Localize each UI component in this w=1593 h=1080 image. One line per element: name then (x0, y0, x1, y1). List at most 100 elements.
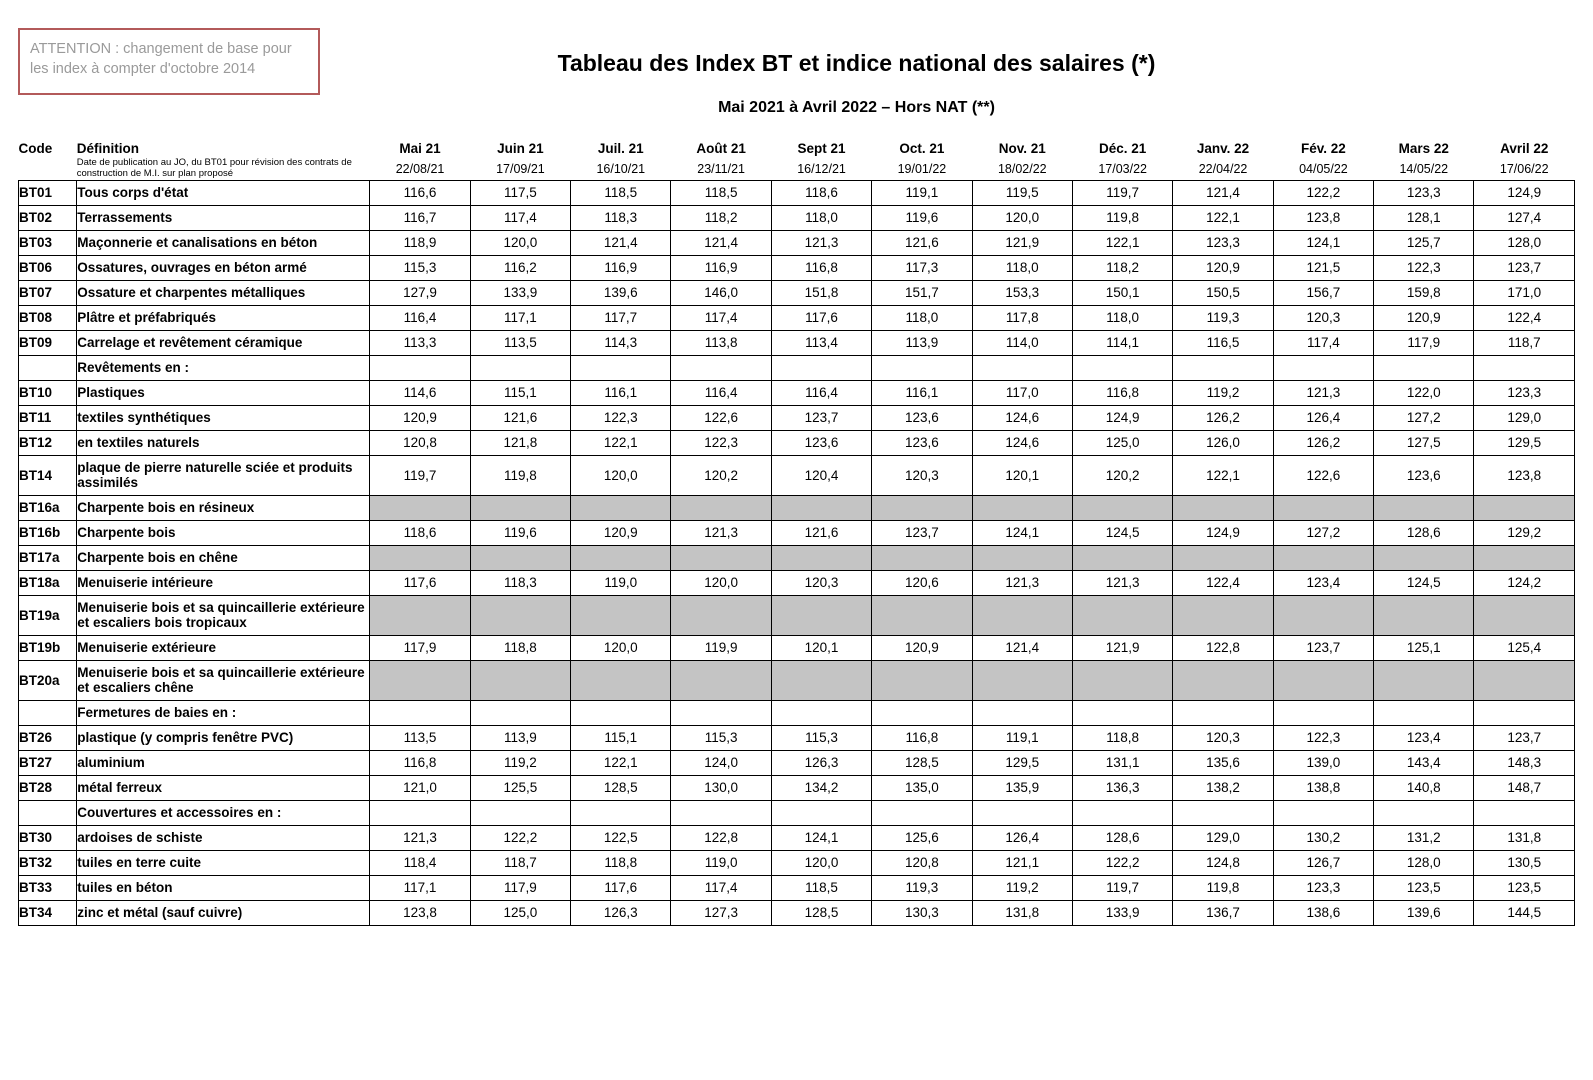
cell-value (370, 800, 470, 825)
cell-code: BT06 (19, 255, 77, 280)
cell-value: 120,8 (872, 850, 972, 875)
cell-value: 117,8 (972, 305, 1072, 330)
table-row: BT14plaque de pierre naturelle sciée et … (19, 455, 1575, 495)
cell-value: 117,4 (671, 305, 771, 330)
cell-value: 140,8 (1374, 775, 1474, 800)
cell-definition: ardoises de schiste (77, 825, 370, 850)
cell-value: 119,8 (470, 455, 570, 495)
cell-value: 118,0 (771, 205, 871, 230)
cell-value: 122,1 (571, 430, 671, 455)
cell-code: BT11 (19, 405, 77, 430)
cell-value: 120,1 (972, 455, 1072, 495)
cell-value: 120,3 (872, 455, 972, 495)
cell-value: 144,5 (1474, 900, 1575, 925)
cell-value: 119,8 (1072, 205, 1172, 230)
cell-value: 120,2 (671, 455, 771, 495)
cell-value (1173, 800, 1273, 825)
cell-value: 128,0 (1374, 850, 1474, 875)
cell-value: 113,8 (671, 330, 771, 355)
cell-value (771, 355, 871, 380)
cell-value: 116,9 (671, 255, 771, 280)
cell-value: 116,8 (771, 255, 871, 280)
table-row: BT16bCharpente bois118,6119,6120,9121,31… (19, 520, 1575, 545)
header-month-label: Mars 22 (1399, 141, 1449, 156)
cell-value: 128,6 (1072, 825, 1172, 850)
cell-value (370, 700, 470, 725)
cell-value (571, 355, 671, 380)
table-header-row: Code Définition Date de publication au J… (19, 141, 1575, 180)
cell-value: 123,6 (1374, 455, 1474, 495)
cell-value: 118,6 (370, 520, 470, 545)
cell-value: 122,4 (1173, 570, 1273, 595)
cell-value: 117,5 (470, 180, 570, 205)
cell-value: 113,5 (370, 725, 470, 750)
cell-value: 118,5 (671, 180, 771, 205)
cell-value: 114,6 (370, 380, 470, 405)
cell-value: 130,3 (872, 900, 972, 925)
cell-value: 119,6 (872, 205, 972, 230)
cell-value (571, 545, 671, 570)
cell-definition: aluminium (77, 750, 370, 775)
cell-value: 116,4 (370, 305, 470, 330)
table-row: BT07Ossature et charpentes métalliques12… (19, 280, 1575, 305)
cell-value: 127,5 (1374, 430, 1474, 455)
cell-value: 129,5 (972, 750, 1072, 775)
cell-value: 114,1 (1072, 330, 1172, 355)
cell-value (671, 800, 771, 825)
cell-value: 123,8 (370, 900, 470, 925)
cell-value: 113,9 (872, 330, 972, 355)
header-month: Août 2123/11/21 (671, 141, 771, 180)
cell-value: 151,7 (872, 280, 972, 305)
cell-value: 148,7 (1474, 775, 1575, 800)
cell-definition: Ossatures, ouvrages en béton armé (77, 255, 370, 280)
header-month: Juil. 2116/10/21 (571, 141, 671, 180)
cell-value: 121,3 (671, 520, 771, 545)
cell-value (972, 660, 1072, 700)
cell-value (872, 700, 972, 725)
header-month-date: 18/02/22 (972, 156, 1072, 176)
table-row: BT19aMenuiserie bois et sa quincaillerie… (19, 595, 1575, 635)
cell-value: 123,3 (1173, 230, 1273, 255)
cell-value: 119,0 (671, 850, 771, 875)
cell-value: 123,6 (771, 430, 871, 455)
cell-code: BT34 (19, 900, 77, 925)
cell-value: 118,4 (370, 850, 470, 875)
cell-value: 122,3 (1374, 255, 1474, 280)
cell-value: 113,4 (771, 330, 871, 355)
cell-definition: Couvertures et accessoires en : (77, 800, 370, 825)
cell-value: 118,9 (370, 230, 470, 255)
cell-value: 116,9 (571, 255, 671, 280)
cell-code: BT02 (19, 205, 77, 230)
cell-value: 123,7 (872, 520, 972, 545)
cell-code: BT28 (19, 775, 77, 800)
cell-value: 138,6 (1273, 900, 1373, 925)
cell-value (1374, 595, 1474, 635)
cell-value: 123,8 (1273, 205, 1373, 230)
cell-value: 119,7 (1072, 875, 1172, 900)
header-month-date: 17/09/21 (470, 156, 570, 176)
cell-code: BT18a (19, 570, 77, 595)
cell-value: 121,9 (1072, 635, 1172, 660)
cell-definition: Charpente bois en résineux (77, 495, 370, 520)
cell-value: 128,0 (1474, 230, 1575, 255)
cell-code: BT19b (19, 635, 77, 660)
table-row: BT32tuiles en terre cuite118,4118,7118,8… (19, 850, 1575, 875)
cell-value: 118,7 (1474, 330, 1575, 355)
header-definition: Définition Date de publication au JO, du… (77, 141, 370, 180)
header-month-date: 16/10/21 (571, 156, 671, 176)
cell-value: 113,5 (470, 330, 570, 355)
cell-value: 136,7 (1173, 900, 1273, 925)
header-month-label: Sept 21 (798, 141, 846, 156)
cell-value: 123,3 (1474, 380, 1575, 405)
cell-value: 118,0 (972, 255, 1072, 280)
cell-value (671, 660, 771, 700)
cell-value: 143,4 (1374, 750, 1474, 775)
header-month-label: Juil. 21 (598, 141, 644, 156)
header-month-label: Nov. 21 (999, 141, 1046, 156)
cell-code: BT01 (19, 180, 77, 205)
cell-value (1374, 545, 1474, 570)
cell-definition: Tous corps d'état (77, 180, 370, 205)
cell-value (1072, 700, 1172, 725)
cell-value: 119,7 (370, 455, 470, 495)
cell-value (1374, 700, 1474, 725)
